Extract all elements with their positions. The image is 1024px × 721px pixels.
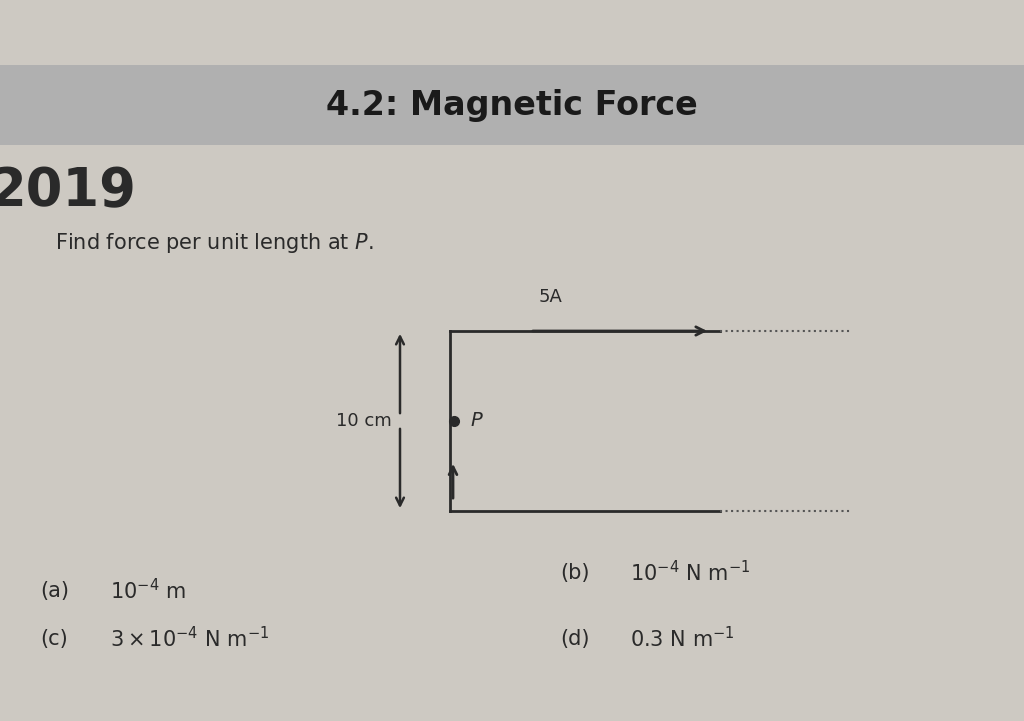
Text: (d): (d) bbox=[560, 629, 590, 649]
Text: (b): (b) bbox=[560, 563, 590, 583]
Text: $10^{-4}$ N m$^{-1}$: $10^{-4}$ N m$^{-1}$ bbox=[630, 560, 751, 585]
Text: Find force per unit length at $P$.: Find force per unit length at $P$. bbox=[55, 231, 374, 255]
Text: 4.2: Magnetic Force: 4.2: Magnetic Force bbox=[326, 89, 698, 122]
Text: (a): (a) bbox=[40, 581, 69, 601]
Text: 5A: 5A bbox=[538, 288, 562, 306]
Text: $10^{-4}$ m: $10^{-4}$ m bbox=[110, 578, 186, 603]
Text: 10 cm: 10 cm bbox=[336, 412, 392, 430]
Text: (c): (c) bbox=[40, 629, 68, 649]
Text: $0.3$ N m$^{-1}$: $0.3$ N m$^{-1}$ bbox=[630, 627, 735, 652]
FancyBboxPatch shape bbox=[0, 65, 1024, 145]
Text: $3 \times 10^{-4}$ N m$^{-1}$: $3 \times 10^{-4}$ N m$^{-1}$ bbox=[110, 627, 269, 652]
Text: $P$: $P$ bbox=[470, 412, 483, 430]
Text: 2019: 2019 bbox=[0, 165, 137, 217]
